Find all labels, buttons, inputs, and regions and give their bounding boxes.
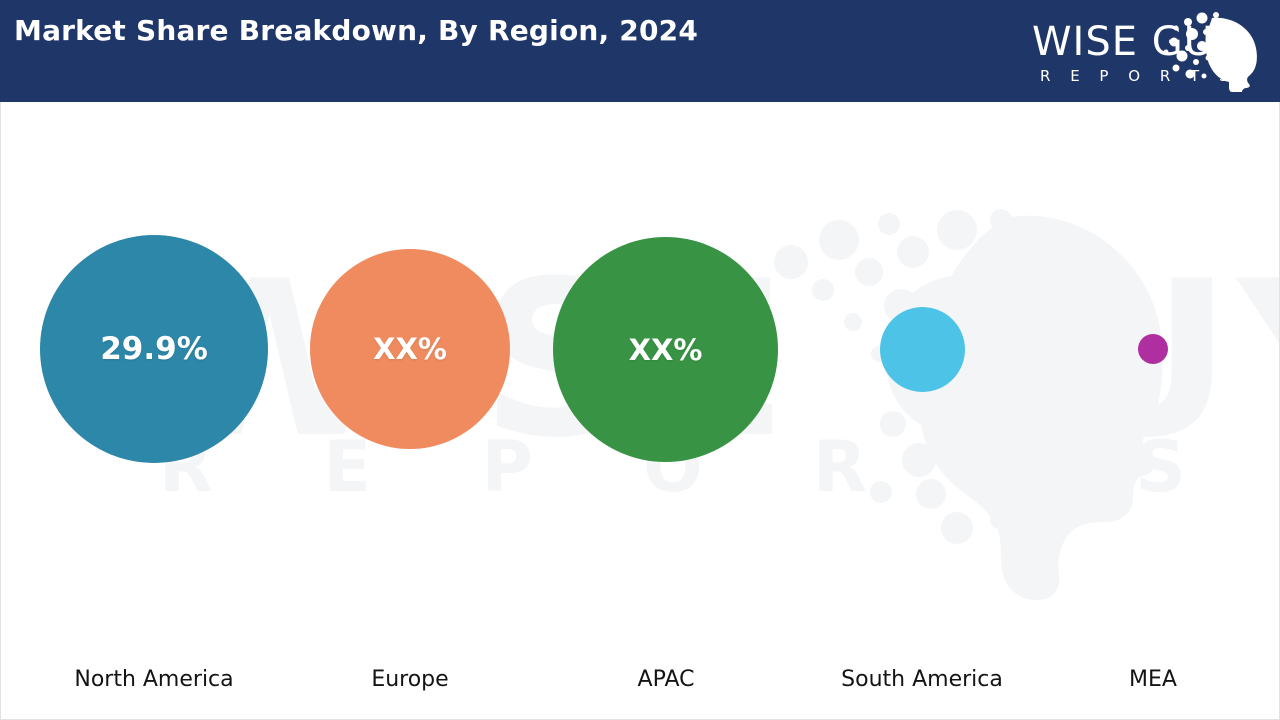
wise-guy-reports-logo: WISE GUY R E P O R T S [1016, 8, 1268, 96]
bubble-mea[interactable] [1138, 334, 1168, 364]
chart-canvas: WISE GUY R E P O R T S [0, 102, 1280, 720]
category-label-mea: MEA [1129, 667, 1177, 692]
page-header: Market Share Breakdown, By Region, 2024 … [0, 0, 1280, 102]
bubble-north-america[interactable]: 29.9% [40, 235, 268, 463]
bubble-apac[interactable]: XX% [553, 237, 778, 462]
page-title: Market Share Breakdown, By Region, 2024 [14, 14, 699, 47]
bubble-value-apac: XX% [628, 332, 703, 367]
category-labels: North America Europe APAC South America … [1, 102, 1279, 719]
head-profile-icon [1205, 17, 1257, 92]
bubble-value-europe: XX% [373, 332, 447, 366]
bubble-series: 29.9% XX% XX% [1, 102, 1279, 719]
category-label-europe: Europe [371, 667, 449, 692]
logo-wordmark-secondary: R E P O R T S [1040, 67, 1236, 85]
logo-svg: WISE GUY R E P O R T S [1032, 12, 1257, 92]
category-label-south-america: South America [841, 667, 1003, 692]
bubble-value-north-america: 29.9% [100, 331, 208, 367]
category-label-north-america: North America [74, 667, 234, 692]
category-label-apac: APAC [637, 667, 695, 692]
bubble-south-america[interactable] [880, 307, 965, 392]
bubble-europe[interactable]: XX% [310, 249, 510, 449]
